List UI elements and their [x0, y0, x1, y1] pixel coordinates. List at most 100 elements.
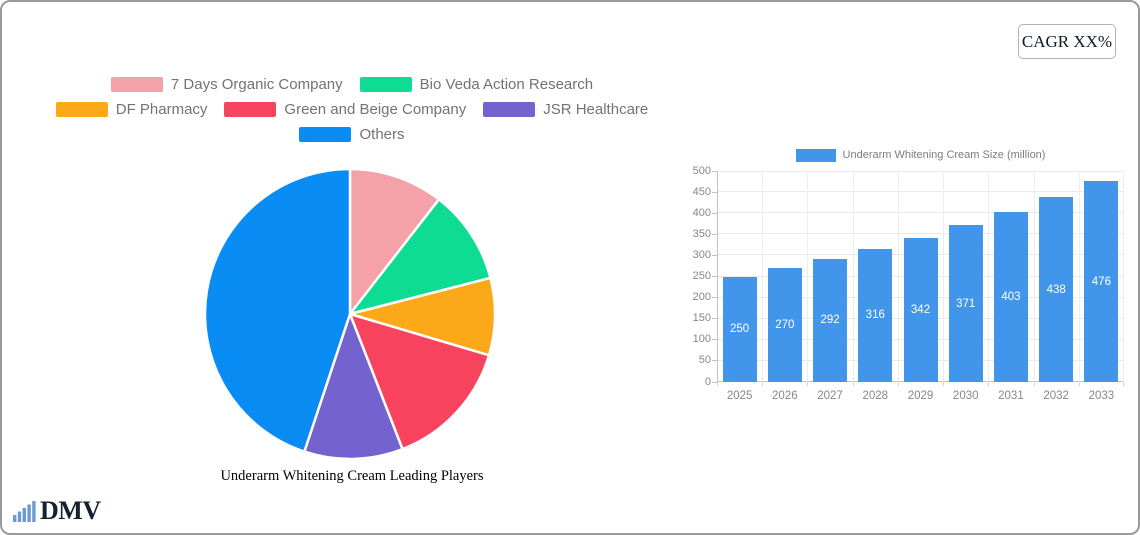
- x-tick-mark: [897, 382, 899, 386]
- legend-swatch: [483, 102, 536, 117]
- x-tick-mark: [1123, 382, 1124, 386]
- y-axis-label-450: 450: [692, 185, 711, 198]
- y-tick-mark: [712, 339, 717, 341]
- legend-label: JSR Healthcare: [543, 101, 649, 118]
- logo-text: DMV: [40, 496, 101, 525]
- x-tick-mark: [762, 382, 764, 386]
- legend-swatch: [55, 102, 108, 117]
- gridline-v: [1033, 171, 1035, 382]
- bar-2032: 438: [1039, 197, 1074, 382]
- gridline-v: [988, 171, 990, 382]
- pie-slice-jsr-healthcare: [303, 312, 404, 461]
- y-axis-label-0: 0: [704, 375, 711, 388]
- gridline-v: [762, 171, 764, 382]
- gridline-v: [852, 171, 854, 382]
- pie-legend: 7 Days Organic Company Bio Veda Action Re…: [2, 76, 702, 143]
- bar-2026: 270: [767, 268, 802, 382]
- legend-swatch: [224, 102, 277, 117]
- x-axis-label-2031: 2031: [998, 390, 1024, 402]
- pie-chart-title: Underarm Whitening Cream Leading Players: [220, 468, 484, 484]
- y-axis-label-50: 50: [698, 354, 711, 367]
- bar-2031: 403: [993, 211, 1028, 382]
- bar-value-label-2026: 270: [775, 319, 795, 332]
- legend-item-green-and-beige-company[interactable]: Green and Beige Company: [224, 101, 466, 118]
- pie-chart: [203, 167, 497, 461]
- x-tick-mark: [852, 382, 854, 386]
- y-axis-label-400: 400: [692, 206, 711, 219]
- bar-2033: 476: [1084, 181, 1119, 382]
- x-tick-mark: [988, 382, 990, 386]
- bar-2029: 342: [903, 237, 938, 382]
- y-tick-mark: [712, 254, 717, 256]
- y-tick-mark: [712, 318, 717, 320]
- legend-item-jsr-healthcare[interactable]: JSR Healthcare: [483, 101, 648, 118]
- bar-2025: 250: [722, 276, 757, 382]
- gridline-h: [717, 233, 1124, 235]
- y-tick-mark: [712, 233, 717, 235]
- legend-swatch: [359, 77, 412, 92]
- gridline-h: [717, 171, 1124, 172]
- legend-item-df-pharmacy[interactable]: DF Pharmacy: [55, 101, 208, 118]
- legend-label: Others: [359, 126, 405, 143]
- dmv-logo: DMV: [12, 498, 101, 524]
- gridline-h: [717, 191, 1124, 193]
- bar-2030: 371: [948, 225, 983, 382]
- y-axis-label-200: 200: [692, 291, 711, 304]
- bar-value-label-2030: 371: [956, 297, 976, 310]
- y-axis-line: [717, 171, 718, 382]
- x-axis-label-2029: 2029: [907, 390, 934, 402]
- pie-slice-7-days-organic-company: [348, 167, 441, 316]
- bar-value-label-2032: 438: [1046, 283, 1066, 296]
- bar-value-label-2031: 403: [1001, 290, 1021, 303]
- y-axis-label-350: 350: [692, 227, 711, 240]
- x-axis-label-2030: 2030: [952, 390, 979, 402]
- y-tick-mark: [712, 170, 717, 172]
- legend-item-others[interactable]: Others: [299, 126, 405, 143]
- gridline-v: [807, 171, 809, 382]
- bar-chart: Underarm Whitening Cream Size (million) …: [693, 147, 1138, 415]
- y-tick-mark: [712, 276, 717, 277]
- cagr-badge[interactable]: CAGR XX%: [1018, 24, 1116, 59]
- x-tick-mark: [807, 382, 809, 386]
- legend-swatch: [299, 127, 352, 142]
- x-axis-label-2025: 2025: [726, 390, 753, 402]
- gridline-h: [717, 212, 1124, 214]
- legend-item-7-days-organic-company[interactable]: 7 Days Organic Company: [110, 76, 343, 93]
- legend-row: Others: [2, 126, 702, 143]
- y-axis-label-100: 100: [692, 333, 711, 346]
- bar-value-label-2025: 250: [730, 323, 750, 336]
- y-axis-label-300: 300: [692, 248, 711, 261]
- bar-chart-legend[interactable]: Underarm Whitening Cream Size (million): [717, 147, 1124, 163]
- legend-row: 7 Days Organic Company Bio Veda Action Re…: [2, 76, 702, 93]
- pie-slice-bio-veda-action-research: [348, 198, 492, 316]
- bar-2027: 292: [813, 258, 848, 382]
- pie-slice-others: [203, 167, 352, 453]
- legend-label: Bio Veda Action Research: [419, 76, 594, 93]
- pie-slice-green-and-beige-company: [348, 312, 491, 451]
- y-tick-mark: [712, 212, 717, 214]
- gridline-v: [897, 171, 899, 382]
- legend-item-bio-veda-action-research[interactable]: Bio Veda Action Research: [359, 76, 594, 93]
- bar-value-label-2028: 316: [865, 309, 885, 322]
- x-tick-mark: [943, 382, 945, 386]
- legend-row: DF Pharmacy Green and Beige Company JSR He…: [2, 101, 702, 118]
- bar-legend-label: Underarm Whitening Cream Size (million): [842, 149, 1046, 161]
- y-tick-mark: [712, 297, 717, 299]
- y-axis-label-500: 500: [692, 164, 711, 177]
- legend-swatch: [110, 77, 163, 92]
- bar-value-label-2027: 292: [820, 314, 840, 327]
- bar-value-label-2029: 342: [910, 303, 931, 316]
- bar-2028: 316: [858, 248, 893, 382]
- x-tick-mark: [1033, 382, 1035, 386]
- legend-label: DF Pharmacy: [115, 101, 208, 118]
- growth-bars-icon: [13, 501, 36, 522]
- gridline-v: [943, 171, 945, 382]
- x-axis-label-2032: 2032: [1043, 390, 1069, 402]
- legend-label: Green and Beige Company: [284, 101, 467, 118]
- x-tick-mark: [717, 382, 718, 386]
- gridline-v: [1078, 171, 1080, 382]
- bar-plot-area: 0 50 100 150 200 250 300 350 400 450 500 250 2025 270…: [693, 165, 1124, 402]
- x-axis-label-2027: 2027: [817, 390, 843, 402]
- legend-label: 7 Days Organic Company: [170, 76, 343, 93]
